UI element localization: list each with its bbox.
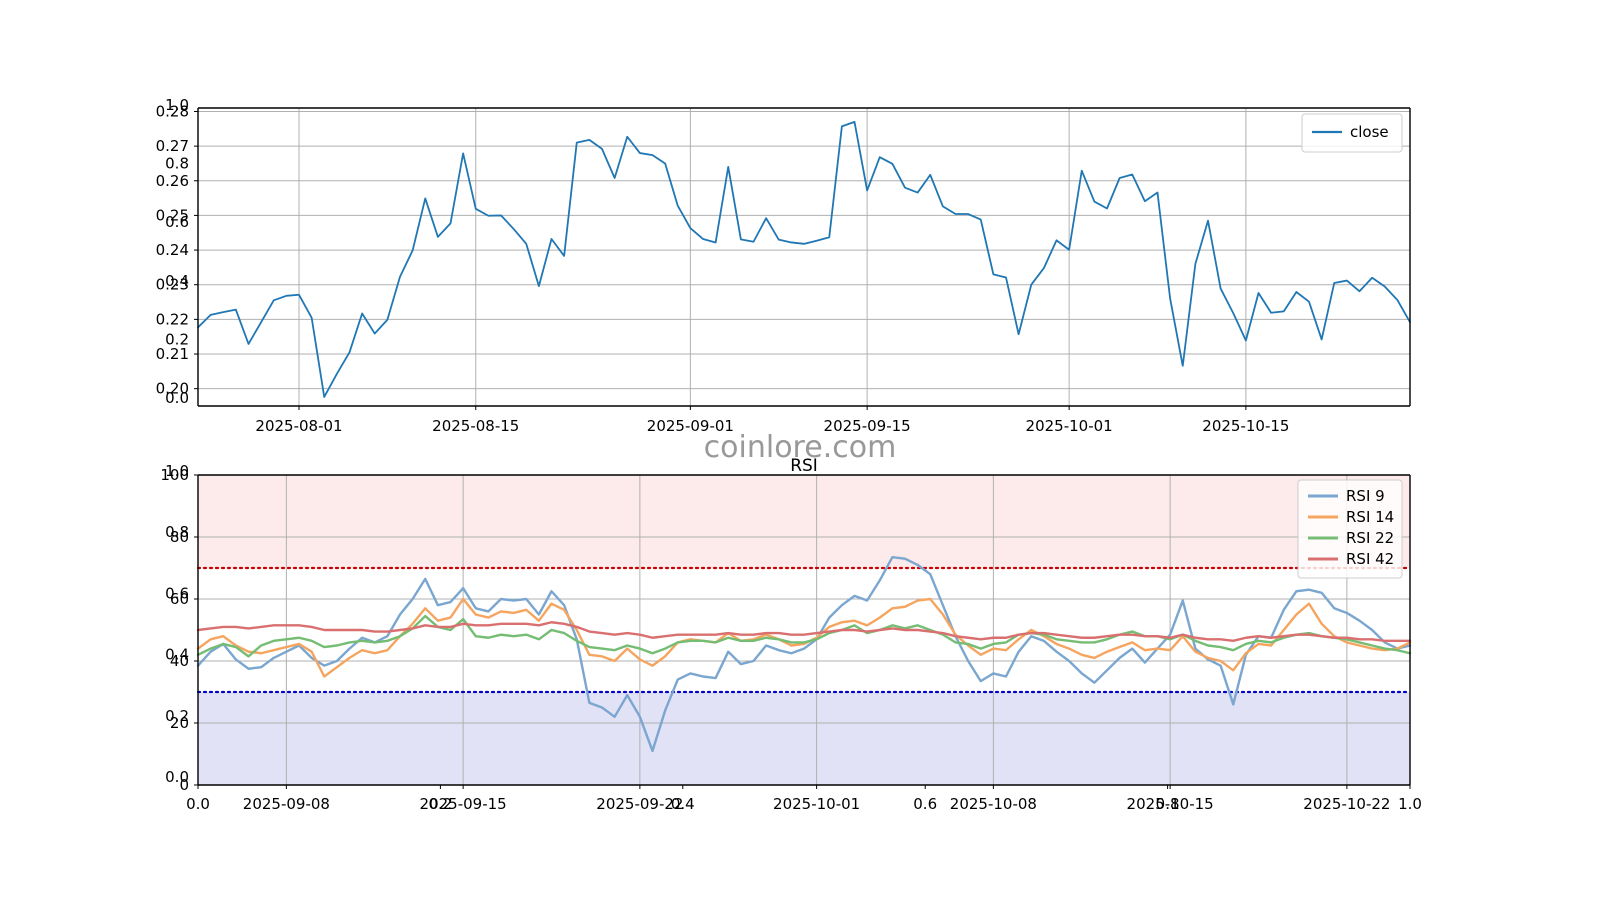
price-xtick-label-3: 2025-09-15 xyxy=(824,417,911,435)
rsi-ytick-secondary-label-0: 0.0 xyxy=(165,768,189,786)
rsi-ytick-secondary-label-2: 0.4 xyxy=(165,646,189,664)
price-ytick-label-2: 0.22 xyxy=(156,310,189,328)
rsi-legend-box xyxy=(1297,479,1403,579)
rsi-ytick-secondary-label-1: 0.2 xyxy=(165,707,189,725)
price-xtick-label-0: 2025-08-01 xyxy=(255,417,342,435)
rsi-panel-title: RSI xyxy=(790,456,818,476)
rsi-xtick-secondary-label-3: 0.6 xyxy=(913,795,937,813)
rsi-xtick-label-3: 2025-10-01 xyxy=(773,795,860,813)
rsi-ytick-label-2: 40 xyxy=(170,652,189,670)
rsi-series-rsi-22 xyxy=(196,614,1412,658)
rsi-band-0 xyxy=(198,475,1410,568)
price-ytick-secondary-label-4: 0.8 xyxy=(165,155,189,173)
rsi-legend-label-2: RSI 22 xyxy=(1346,529,1394,547)
rsi-xtick-label-6: 2025-10-22 xyxy=(1303,795,1390,813)
rsi-xtick-label-1: 2025-09-15 xyxy=(420,795,507,813)
price-ytick-label-4: 0.24 xyxy=(156,241,189,259)
price-legend-box xyxy=(1301,113,1403,153)
price-xtick-label-1: 2025-08-15 xyxy=(432,417,519,435)
rsi-xtick-label-0: 2025-09-08 xyxy=(243,795,330,813)
price-xtick-label-4: 2025-10-01 xyxy=(1026,417,1113,435)
rsi-xtick-secondary-label-5: 1.0 xyxy=(1398,795,1422,813)
rsi-xtick-label-4: 2025-10-08 xyxy=(950,795,1037,813)
price-ytick-label-6: 0.26 xyxy=(156,172,189,190)
price-legend-label-0: close xyxy=(1350,123,1389,141)
rsi-legend-label-0: RSI 9 xyxy=(1346,487,1385,505)
rsi-xtick-label-2: 2025-09-22 xyxy=(596,795,683,813)
rsi-legend-label-3: RSI 42 xyxy=(1346,550,1394,568)
price-ytick-secondary-label-1: 0.2 xyxy=(165,330,189,348)
price-ytick-label-7: 0.27 xyxy=(156,137,189,155)
rsi-xtick-secondary-label-2: 0.4 xyxy=(671,795,695,813)
price-ytick-secondary-label-5: 1.0 xyxy=(165,96,189,114)
price-ytick-label-0: 0.20 xyxy=(156,380,189,398)
rsi-series-rsi-9 xyxy=(196,555,1412,753)
rsi-ytick-label-5: 100 xyxy=(160,466,189,484)
rsi-xtick-secondary-label-1: 0.2 xyxy=(428,795,452,813)
rsi-ytick-label-1: 20 xyxy=(170,714,189,732)
rsi-xtick-secondary-label-0: 0.0 xyxy=(186,795,210,813)
rsi-ytick-secondary-label-3: 0.6 xyxy=(165,584,189,602)
rsi-ytick-label-0: 0 xyxy=(179,776,189,794)
price-ytick-label-5: 0.25 xyxy=(156,206,189,224)
price-chart-panel: 0.20 0.21 0.22 0.23 0.24 0.25 0.26 0.27 0.28 0.0 0… xyxy=(156,96,1411,435)
rsi-ytick-label-3: 60 xyxy=(170,590,189,608)
rsi-legend-label-1: RSI 14 xyxy=(1346,508,1394,526)
price-ytick-secondary-label-3: 0.6 xyxy=(165,213,189,231)
rsi-chart-panel: RSI 0 20 40 60 80 100 0.0 0.2 0.4 0.6 0.8 1.0 2025-09… xyxy=(160,456,1422,813)
rsi-band-1 xyxy=(198,692,1410,785)
rsi-series-rsi-42 xyxy=(196,621,1412,643)
price-xtick-label-5: 2025-10-15 xyxy=(1202,417,1289,435)
rsi-xtick-secondary-label-4: 0.8 xyxy=(1156,795,1180,813)
price-series-close xyxy=(197,120,1411,398)
rsi-ytick-secondary-label-5: 1.0 xyxy=(165,462,189,480)
price-plot-background xyxy=(198,108,1410,406)
price-ytick-secondary-label-2: 0.4 xyxy=(165,272,189,290)
price-xtick-label-2: 2025-09-01 xyxy=(647,417,734,435)
price-ytick-label-1: 0.21 xyxy=(156,345,189,363)
rsi-ytick-label-4: 80 xyxy=(170,528,189,546)
price-ytick-secondary-label-0: 0.0 xyxy=(165,389,189,407)
price-ytick-label-8: 0.28 xyxy=(156,102,189,120)
rsi-xtick-label-5: 2025-10-15 xyxy=(1127,795,1214,813)
rsi-ytick-secondary-label-4: 0.8 xyxy=(165,523,189,541)
price-ytick-label-3: 0.23 xyxy=(156,276,189,294)
